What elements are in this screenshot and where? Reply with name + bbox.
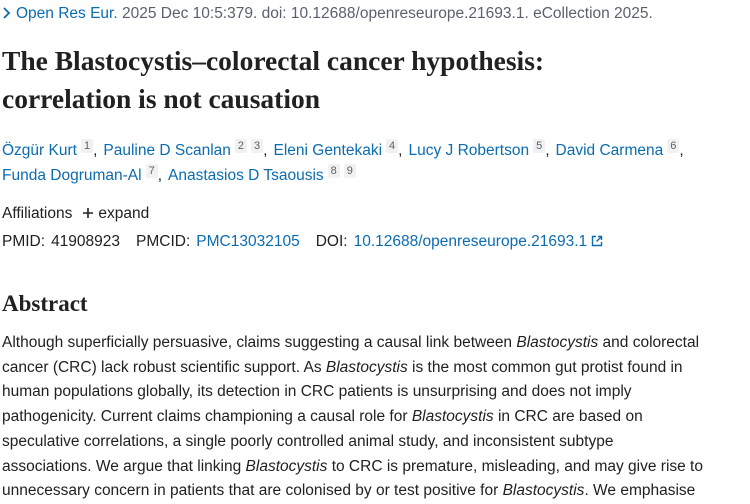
identifiers: PMID: 41908923 PMCID: PMC13032105 DOI: 10.126… (2, 231, 619, 253)
affiliation-number[interactable]: 5 (533, 139, 546, 153)
text-run: cancer (CRC) lack robust scientific supp… (2, 358, 326, 376)
article-title: The Blastocystis–colorectal cancer hypot… (2, 42, 544, 118)
separator: , (545, 142, 550, 159)
affiliation-number[interactable]: 7 (145, 163, 158, 178)
text-run: in CRC are based on (493, 408, 643, 426)
identifier: DOI: 10.12688/openreseurope.21693.1 (316, 233, 603, 250)
abstract-line: cancer (CRC) lack robust scientific supp… (2, 356, 703, 381)
italic-text: Blastocystis (325, 358, 408, 376)
text-run: and colorectal (598, 334, 700, 351)
identifier-label: DOI: (315, 233, 348, 250)
abstract-line: human populations globally, its detectio… (2, 380, 703, 405)
affiliation-number[interactable]: 3 (251, 139, 264, 153)
author-name[interactable]: Eleni Gentekaki (273, 142, 383, 159)
affiliation-number[interactable]: 2 (234, 139, 248, 153)
abstract-heading: Abstract (2, 291, 88, 316)
italic-text: Blastocystis (516, 334, 599, 351)
expand-toggle[interactable]: expand (98, 205, 150, 222)
separator: , (679, 142, 684, 159)
author-line: Funda Dogruman-Al 7, Anastasios D Tsaousis… (2, 163, 690, 189)
abstract-line: associations. We argue that linking Blas… (2, 455, 703, 480)
affiliation-number[interactable]: 6 (667, 139, 680, 153)
title-line: The Blastocystis–colorectal cancer hypot… (2, 45, 545, 76)
abstract-line: pathogenicity. Current claims championin… (2, 405, 703, 430)
chevron-icon (3, 7, 11, 19)
citation-details: 2025 Dec 10:5:379. doi: 10.12688/openres… (121, 5, 653, 22)
author-name[interactable]: David Carmena (555, 142, 664, 159)
affiliation-number[interactable]: 9 (343, 163, 356, 178)
abstract-line: unnecessary concern in patients that are… (2, 479, 703, 504)
title-line: correlation is not causation (2, 83, 321, 114)
text-run: is the most common gut protist found in (407, 358, 683, 376)
separator: , (93, 142, 98, 159)
affiliations: Affiliations expand (2, 203, 149, 225)
abstract-text: Although superficially persuasive, claim… (2, 331, 703, 504)
text-run: human populations globally, its detectio… (2, 383, 632, 401)
affiliation-number[interactable]: 4 (386, 139, 399, 153)
text-run: speculative correlations, a single poorl… (2, 432, 614, 450)
identifier-label: PMCID: (136, 233, 191, 250)
text-run: associations. We argue that linking (2, 457, 246, 475)
identifier-label: PMID: (2, 233, 46, 250)
external-link-icon (591, 235, 603, 247)
plus-icon (83, 208, 94, 218)
text-run: . We emphasise (584, 482, 696, 500)
text-run: Although superficially persuasive, claim… (2, 334, 517, 351)
abstract-line: speculative correlations, a single poorl… (2, 430, 703, 455)
author-line: Özgür Kurt 1, Pauline D Scanlan 2 3, Eleni Ge… (2, 139, 690, 164)
separator: , (263, 142, 268, 159)
abstract-line: Although superficially persuasive, claim… (2, 331, 703, 356)
text-run: pathogenicity. Current claims championin… (2, 408, 412, 426)
text-run: unnecessary concern in patients that are… (2, 482, 503, 500)
identifier: PMID: 41908923 (2, 233, 120, 250)
text-run: to CRC is premature, misleading, and may… (327, 457, 703, 475)
author-name[interactable]: Funda Dogruman-Al (2, 166, 142, 184)
author-name[interactable]: Pauline D Scanlan (103, 142, 231, 159)
identifier: PMCID: PMC13032105 (136, 233, 300, 250)
affiliations-label: Affiliations (2, 205, 73, 222)
italic-text: Blastocystis (502, 482, 585, 500)
affiliation-number[interactable]: 1 (80, 139, 94, 153)
separator: , (398, 142, 403, 159)
identifier-link[interactable]: 10.12688/openreseurope.21693.1 (353, 233, 588, 250)
journal-link[interactable]: Open Res Eur. (16, 5, 118, 22)
author-name[interactable]: Anastasios D Tsaousis (168, 166, 324, 184)
author-name[interactable]: Lucy J Robertson (408, 142, 530, 159)
author-name[interactable]: Özgür Kurt (2, 142, 77, 159)
affiliation-number[interactable]: 8 (327, 163, 340, 178)
author-list: Özgür Kurt 1, Pauline D Scanlan 2 3, Eleni Ge… (2, 139, 690, 188)
identifier-link[interactable]: PMC13032105 (196, 233, 300, 250)
identifier-value: 41908923 (51, 233, 121, 250)
italic-text: Blastocystis (245, 457, 328, 475)
citation: Open Res Eur. 2025 Dec 10:5:379. doi: 10… (2, 3, 653, 25)
separator: , (157, 166, 163, 184)
italic-text: Blastocystis (411, 408, 494, 426)
